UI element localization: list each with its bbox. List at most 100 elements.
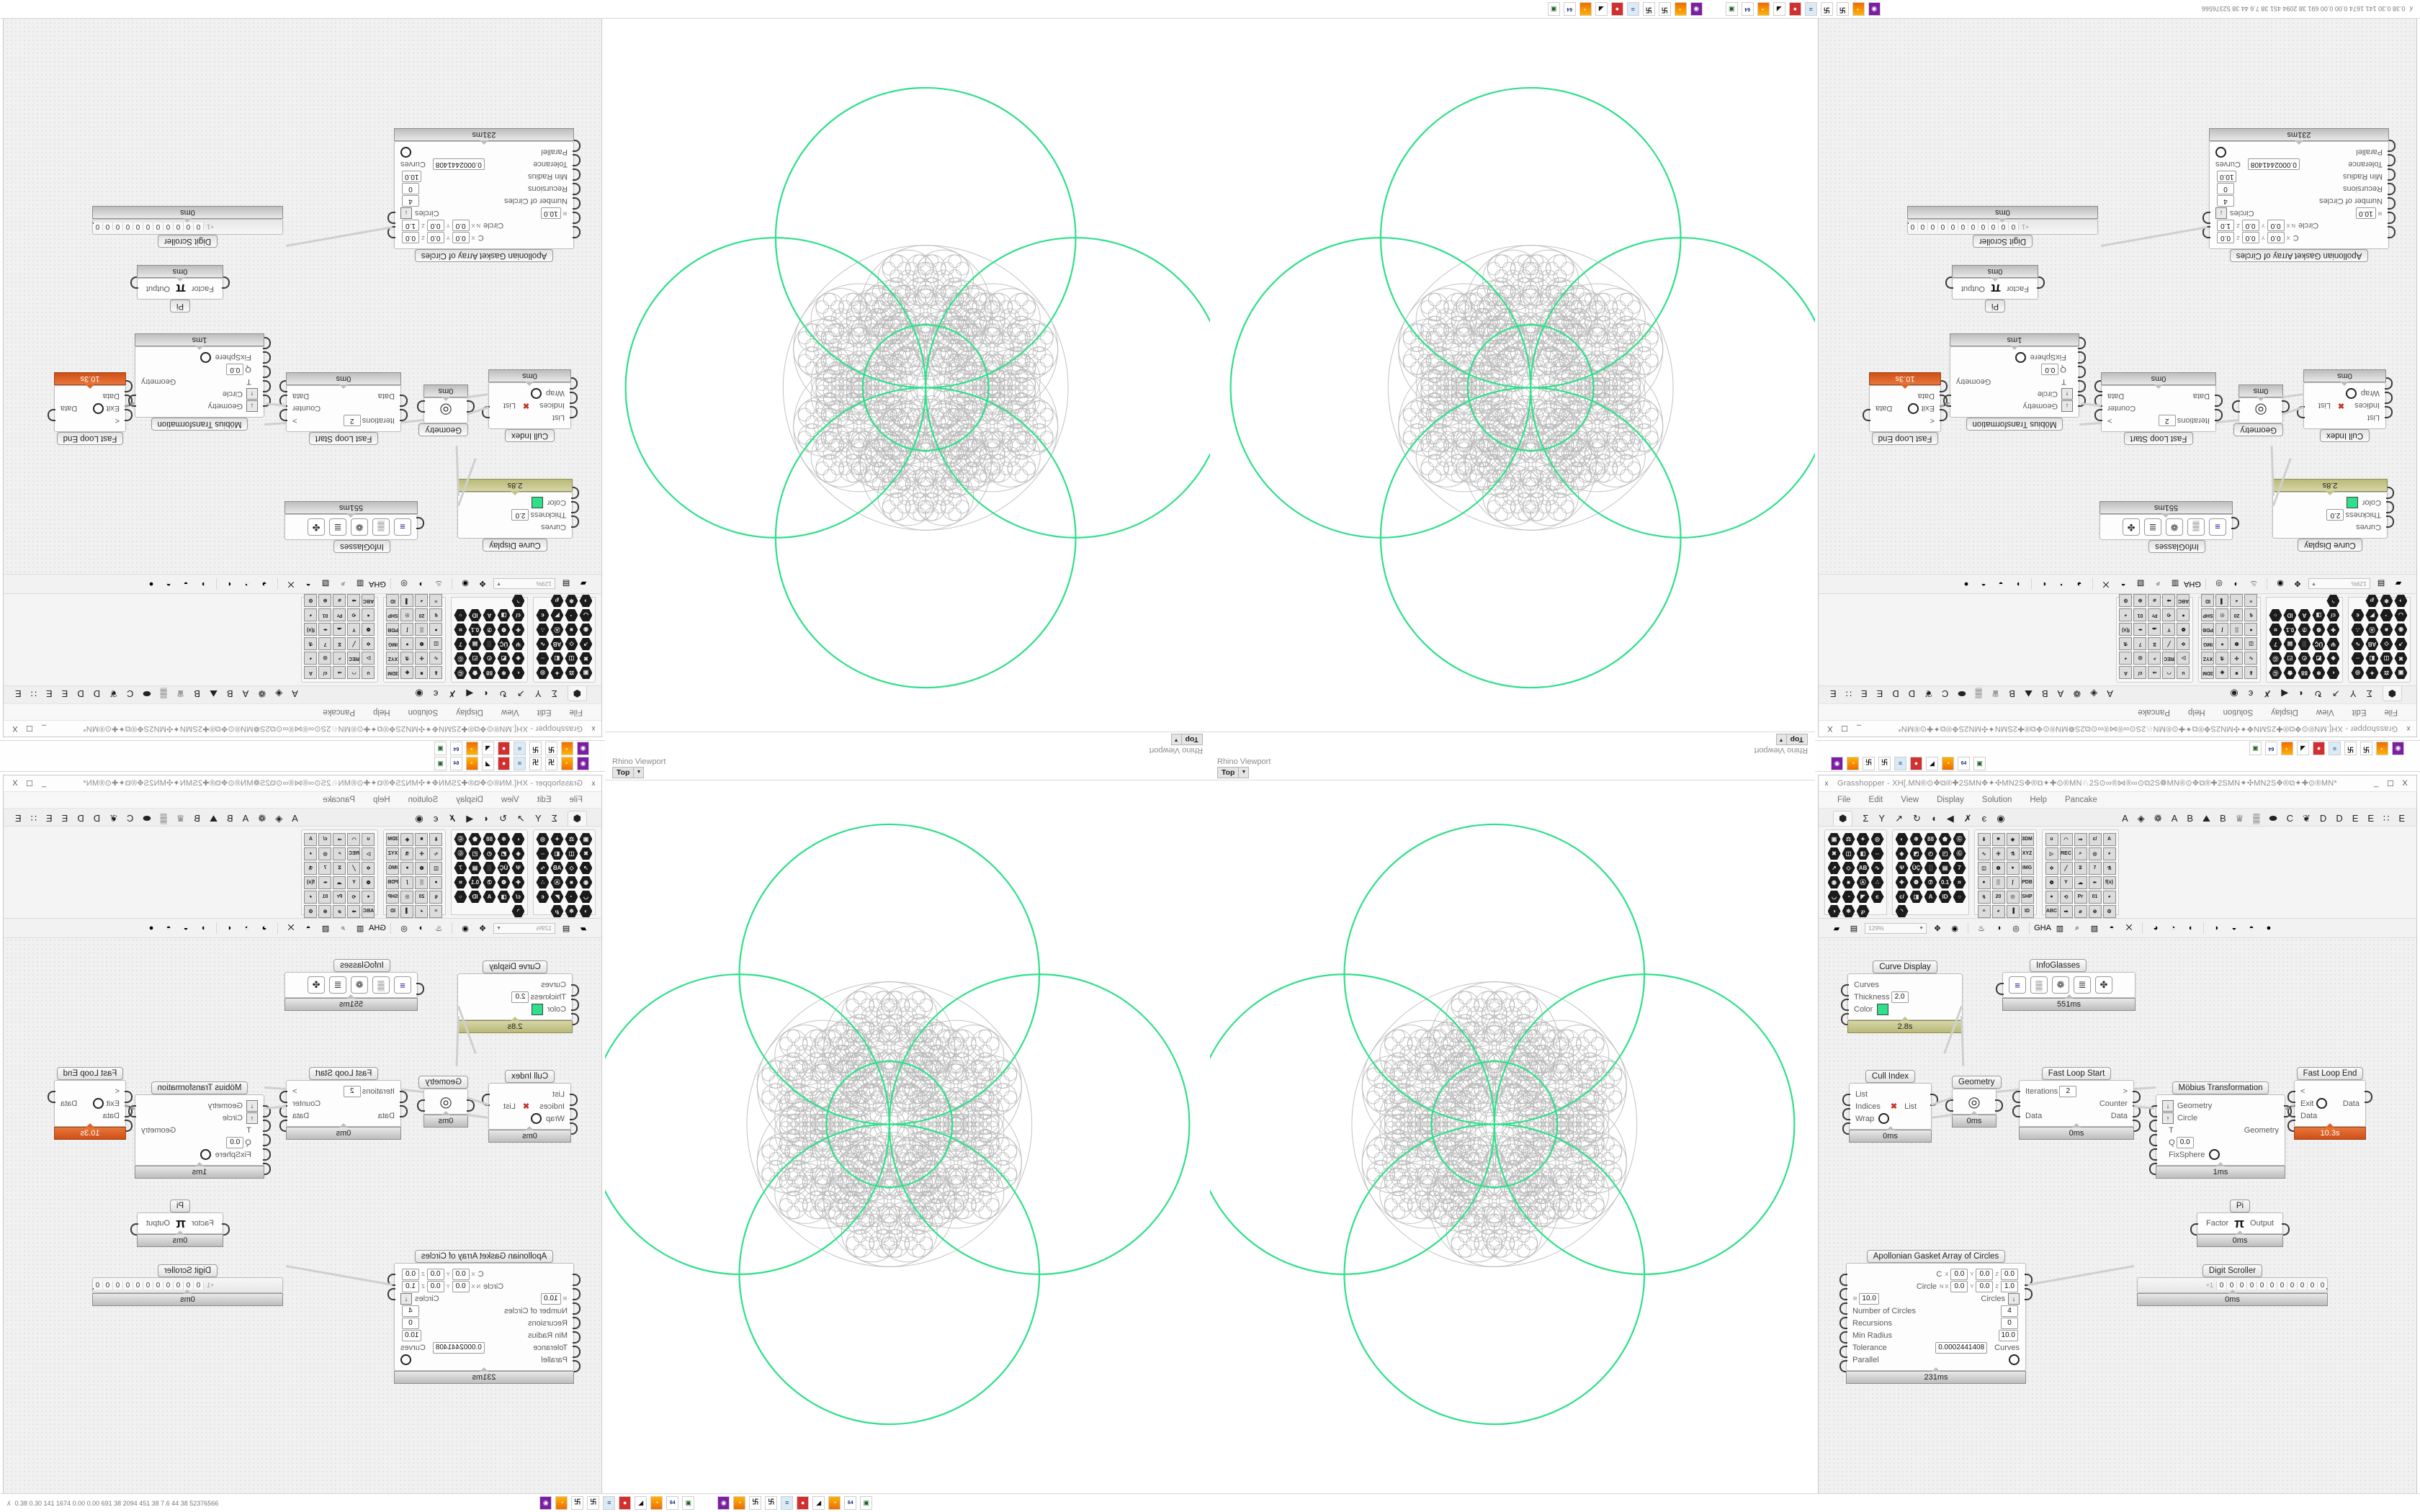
maximize-button[interactable]: ☐ bbox=[26, 724, 33, 733]
output-port[interactable] bbox=[2025, 1288, 2033, 1300]
palette-icon-geometry-12[interactable]: ◉ bbox=[2394, 623, 2408, 636]
browser-purple-icon[interactable]: ◉ bbox=[2392, 742, 2404, 755]
palette-icon-input-9[interactable]: ❁ bbox=[415, 637, 429, 651]
palette-icon-primitive-10[interactable]: Ψ bbox=[1895, 861, 1909, 875]
firefox-icon[interactable]: ◔ bbox=[1847, 757, 1859, 770]
notepad-icon[interactable]: ≡ bbox=[1626, 2, 1639, 16]
output-port[interactable] bbox=[130, 276, 138, 289]
digit-cell-2[interactable]: 0 bbox=[174, 1281, 184, 1290]
menu-edit[interactable]: Edit bbox=[537, 796, 552, 804]
palette-icon-geometry-10[interactable]: AB bbox=[2365, 637, 2379, 651]
chevron-down-icon[interactable]: ▼ bbox=[2311, 581, 2316, 587]
cluster-icon[interactable]: ◑ bbox=[418, 924, 424, 932]
input-port[interactable] bbox=[570, 1094, 578, 1106]
input-port[interactable] bbox=[573, 154, 581, 166]
fixsphere-toggle[interactable] bbox=[2015, 352, 2026, 363]
palette-icon-util-8[interactable]: ◎ bbox=[318, 847, 332, 860]
input-tolerance[interactable]: 0.0002441408 bbox=[2247, 158, 2300, 171]
palette-icon-primitive-15[interactable]: ✚ bbox=[511, 623, 525, 636]
palette-icon-input-16[interactable]: ↯ bbox=[429, 608, 443, 622]
input-port[interactable] bbox=[2386, 501, 2394, 513]
palette-icon-input-20[interactable]: ≡ bbox=[429, 594, 443, 608]
tab-dots[interactable]: ∷ bbox=[30, 813, 37, 824]
palette-icon-input-13[interactable]: ▒ bbox=[1991, 876, 2005, 889]
palette-icon-input-15[interactable]: PDB bbox=[2201, 623, 2215, 636]
palette-icon-geometry-6[interactable]: ◧ bbox=[550, 847, 564, 860]
palette-icon-primitive-14[interactable]: 7 bbox=[1953, 861, 1966, 875]
palette-icon-primitive-16[interactable]: ❁ bbox=[2312, 623, 2326, 636]
palette-icon-geometry-10[interactable]: AB bbox=[550, 861, 564, 875]
tab-cloud[interactable]: ❁ bbox=[258, 688, 266, 699]
viewport-canvas[interactable] bbox=[605, 780, 1210, 1512]
palette-icon-util-8[interactable]: ◎ bbox=[2088, 847, 2102, 860]
input-min-radius[interactable]: 10.0 bbox=[1998, 1329, 2018, 1341]
palette-icon-primitive-24[interactable]: ○ bbox=[454, 608, 467, 622]
input-port[interactable] bbox=[400, 409, 408, 421]
palette-icon-primitive-10[interactable]: Ψ bbox=[511, 637, 525, 651]
palette-icon-util-16[interactable]: Υ bbox=[347, 876, 361, 889]
tab-letter-d2[interactable]: D bbox=[77, 688, 84, 699]
palette-icon-input-1[interactable]: ■ bbox=[2230, 666, 2244, 680]
palette-icon-geometry-17[interactable]: ◔ bbox=[1842, 890, 1855, 904]
cluster-icon[interactable]: ◑ bbox=[2233, 580, 2239, 588]
infoglasses-toggle-3[interactable]: ≣ bbox=[329, 976, 346, 994]
palette-icon-input-3[interactable]: 3DM bbox=[386, 666, 400, 680]
palette-icon-geometry-16[interactable]: ◡ bbox=[579, 890, 593, 904]
taskbar[interactable]: ◉ ◔ 卐卐 ≡ ● ◢ ◔ 64 ▣ bbox=[539, 1496, 695, 1510]
q-input[interactable]: 0.0 bbox=[2041, 364, 2059, 376]
infoglasses-toggle-4[interactable]: ✤ bbox=[2123, 518, 2140, 536]
maximize-button[interactable]: ☐ bbox=[1841, 724, 1848, 733]
digit-cell-0[interactable]: 0 bbox=[194, 222, 204, 231]
firefox2-icon[interactable]: ◔ bbox=[466, 757, 478, 770]
tab-letter-a2[interactable]: A bbox=[242, 688, 249, 699]
palette-icon-util-21[interactable]: ⟲ bbox=[347, 890, 361, 904]
palette-icon-primitive-13[interactable]: ▤ bbox=[468, 637, 482, 651]
palette-icon-primitive-15[interactable]: ✚ bbox=[511, 876, 525, 889]
input-port[interactable] bbox=[1839, 1317, 1847, 1329]
palette-icon-util-9[interactable]: ◕ bbox=[2102, 847, 2116, 860]
tab-letter-a2[interactable]: A bbox=[2171, 813, 2178, 824]
palette-icon-primitive-18[interactable]: 0.1 bbox=[468, 876, 482, 889]
color-swatch[interactable] bbox=[2346, 497, 2358, 509]
terminal-icon[interactable]: ▣ bbox=[2249, 742, 2262, 755]
thickness-input[interactable]: 2.0 bbox=[511, 509, 529, 521]
input-port[interactable] bbox=[2078, 366, 2086, 378]
input-port[interactable] bbox=[1841, 999, 1849, 1011]
menu-file[interactable]: File bbox=[1837, 796, 1851, 804]
browser-purple-icon[interactable]: ◉ bbox=[577, 742, 589, 755]
iterations-input[interactable]: 2 bbox=[2059, 1085, 2077, 1097]
palette-icon-input-23[interactable]: ID bbox=[386, 904, 400, 918]
render-icon[interactable]: ◎ bbox=[2012, 924, 2020, 933]
input-port[interactable] bbox=[573, 1302, 581, 1315]
terminal-icon[interactable]: ▣ bbox=[860, 1496, 873, 1510]
palette-icon-input-19[interactable]: SHP bbox=[386, 890, 400, 904]
input-port[interactable] bbox=[263, 366, 271, 378]
render-preview-icon[interactable]: ◖ bbox=[2187, 924, 2193, 932]
notepad-icon[interactable]: ≡ bbox=[514, 757, 526, 770]
view-name[interactable]: Top bbox=[1180, 734, 1203, 745]
rhino-icon[interactable]: ◢ bbox=[1595, 2, 1608, 16]
input-port[interactable] bbox=[2388, 154, 2396, 166]
palette-icon-input-3[interactable]: 3DM bbox=[386, 832, 400, 846]
window-icon[interactable]: x bbox=[1824, 779, 1829, 788]
palette-icon-input-2[interactable]: ◈ bbox=[400, 832, 414, 846]
tab-mesh[interactable]: ◀ bbox=[2281, 688, 2289, 699]
digit-sign[interactable]: +1 bbox=[207, 1282, 215, 1289]
digit-cell-3[interactable]: 0 bbox=[163, 222, 174, 231]
palette-icon-util-3[interactable]: c/ bbox=[2133, 666, 2147, 680]
window-icon[interactable]: x bbox=[591, 724, 596, 733]
palette-icon-util-18[interactable]: ✒ bbox=[318, 623, 332, 636]
gha-assembly-icon[interactable]: GHA bbox=[2034, 924, 2051, 932]
input-port[interactable] bbox=[1996, 983, 2004, 995]
zoom-extents-icon[interactable]: ✥ bbox=[2294, 579, 2301, 588]
render-preview-icon[interactable]: ◖ bbox=[227, 924, 233, 932]
palette-icon-geometry-13[interactable]: ■ bbox=[1842, 876, 1855, 889]
maze-app-icon[interactable]: 卐 bbox=[545, 742, 557, 755]
input-port[interactable] bbox=[263, 1148, 271, 1161]
palette-icon-primitive-22[interactable]: A bbox=[1924, 890, 1937, 904]
tab-display[interactable]: ◉ bbox=[2230, 688, 2238, 699]
palette-icon-primitive-2[interactable]: 88 bbox=[483, 666, 496, 680]
palette-icon-primitive-11[interactable]: ÜÇ bbox=[497, 861, 511, 875]
palette-icon-geometry-9[interactable]: ◇ bbox=[565, 861, 578, 875]
arrow-up-icon[interactable]: ↑ bbox=[2061, 388, 2073, 400]
